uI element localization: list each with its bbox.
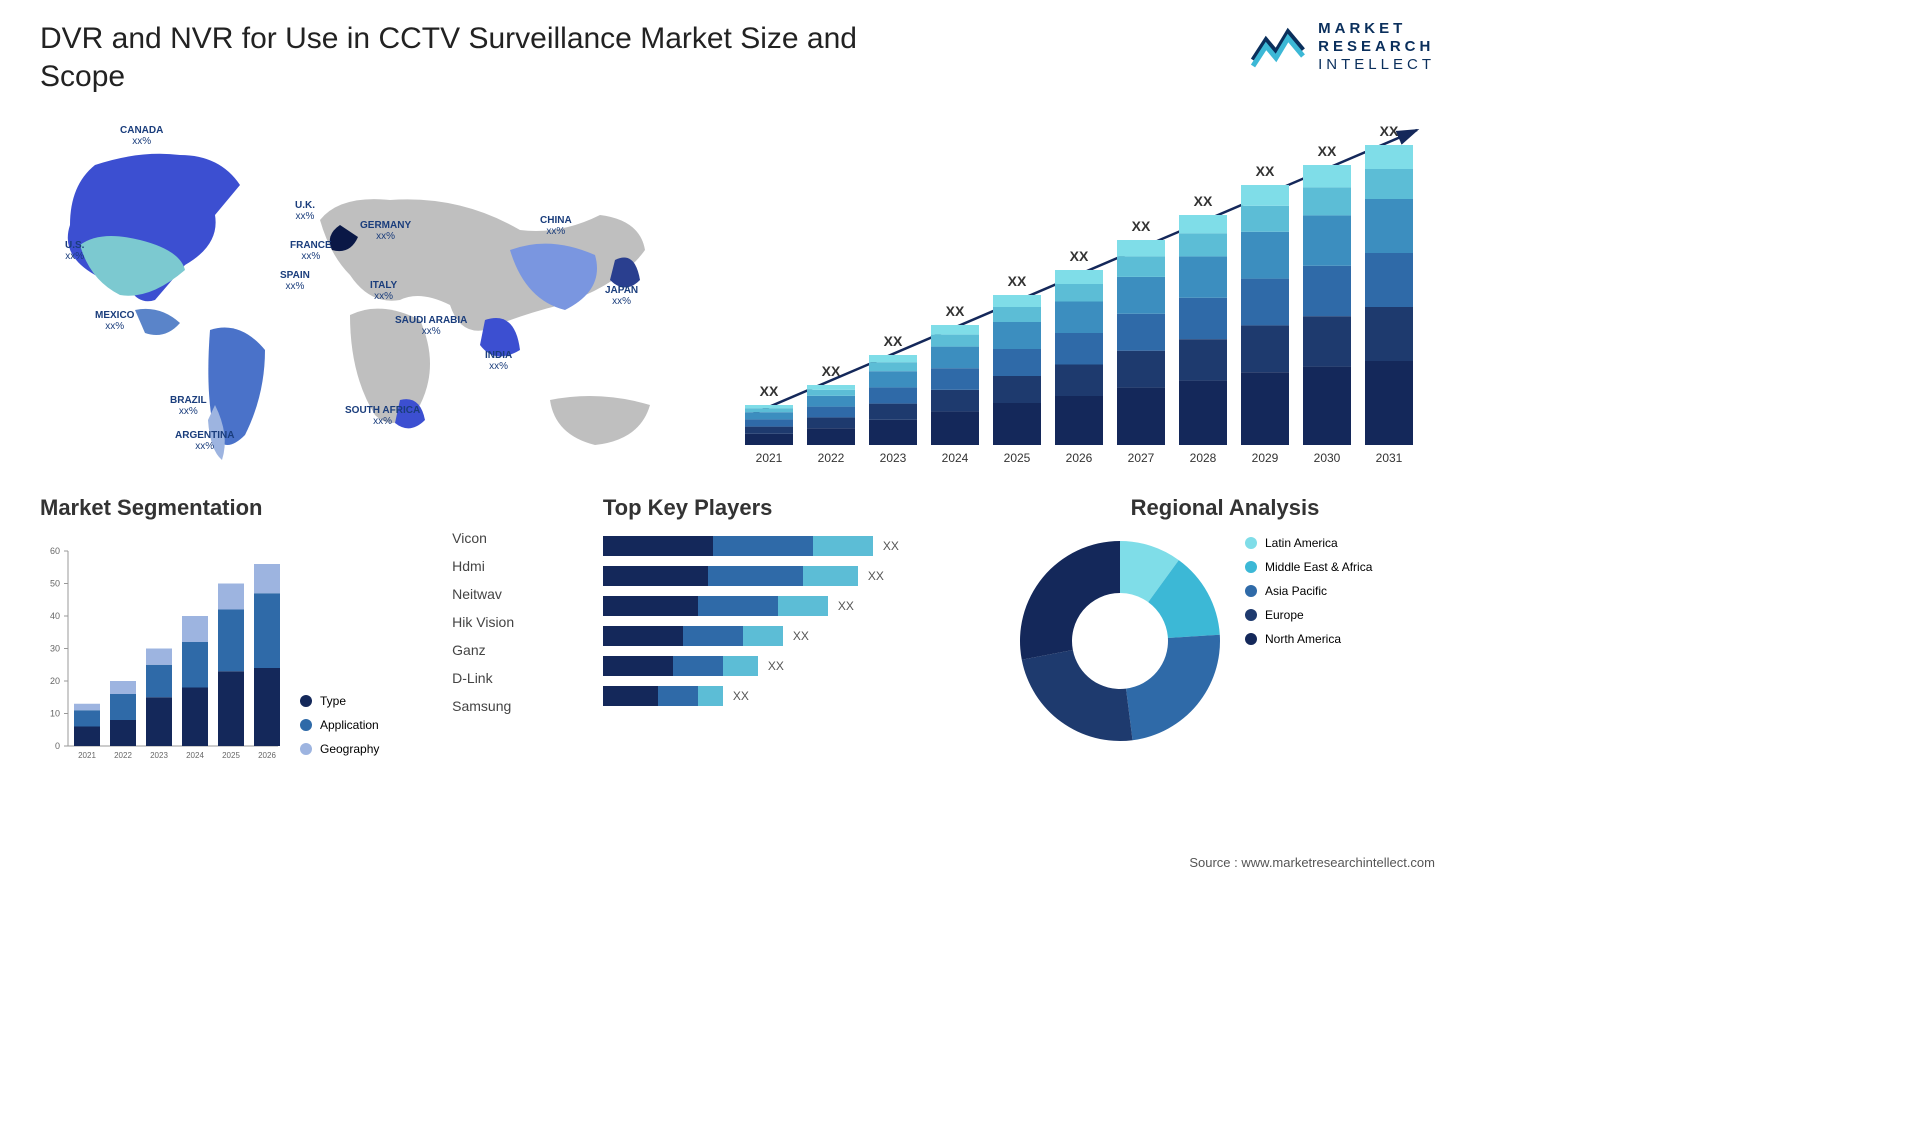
map-label: MEXICOxx% (95, 310, 134, 332)
map-label: SAUDI ARABIAxx% (395, 315, 467, 337)
bar-value-label: XX (806, 363, 856, 379)
svg-text:2025: 2025 (222, 751, 240, 760)
legend-item: Type (300, 694, 379, 708)
map-label: U.K.xx% (295, 200, 315, 222)
bar-year-label: 2027 (1116, 451, 1166, 465)
logo: MARKET RESEARCH INTELLECT (1248, 20, 1435, 74)
bar-value-label: XX (1054, 248, 1104, 264)
map-label: INDIAxx% (485, 350, 512, 372)
bar-year-label: 2029 (1240, 451, 1290, 465)
map-label: ITALYxx% (370, 280, 397, 302)
bar-value-label: XX (1116, 218, 1166, 234)
map-label: ARGENTINAxx% (175, 430, 234, 452)
svg-text:10: 10 (50, 709, 60, 719)
logo-text: MARKET RESEARCH INTELLECT (1318, 20, 1435, 74)
legend-item: Application (300, 718, 379, 732)
legend-item: Geography (300, 742, 379, 756)
bar-value-label: XX (744, 383, 794, 399)
bar-year-label: 2022 (806, 451, 856, 465)
map-label: GERMANYxx% (360, 220, 411, 242)
player-name: Ganz (452, 642, 583, 658)
regional-panel: Regional Analysis Latin America Middle Ea… (1015, 495, 1435, 766)
player-name: Neitwav (452, 586, 583, 602)
svg-text:50: 50 (50, 579, 60, 589)
regional-title: Regional Analysis (1015, 495, 1435, 521)
bar-year-label: 2024 (930, 451, 980, 465)
bar-year-label: 2021 (744, 451, 794, 465)
main-bar-chart: 2021 XX 2022 XX 2023 XX 2024 XX 2025 XX 2026 XX 2027… (735, 105, 1435, 475)
donut-chart (1015, 536, 1225, 746)
svg-text:60: 60 (50, 546, 60, 556)
map-label: U.S.xx% (65, 240, 84, 262)
bar-value-label: XX (992, 273, 1042, 289)
hbar-row: XX (603, 656, 995, 676)
bar-year-label: 2026 (1054, 451, 1104, 465)
svg-text:2024: 2024 (186, 751, 204, 760)
map-label: SPAINxx% (280, 270, 310, 292)
svg-text:2023: 2023 (150, 751, 168, 760)
page-title: DVR and NVR for Use in CCTV Surveillance… (40, 20, 940, 95)
segmentation-title: Market Segmentation (40, 495, 432, 521)
map-label: FRANCExx% (290, 240, 332, 262)
svg-text:2022: 2022 (114, 751, 132, 760)
top-players-title: Top Key Players (603, 495, 995, 521)
top-players-panel: Top Key Players XX XX XX XX XX XX (603, 495, 995, 766)
legend-item: Europe (1245, 608, 1372, 622)
player-name: Samsung (452, 698, 583, 714)
svg-text:0: 0 (55, 741, 60, 751)
bar-value-label: XX (930, 303, 980, 319)
bar-value-label: XX (1302, 143, 1352, 159)
segmentation-panel: Market Segmentation 0 10 20 30 40 50 60 2021 202… (40, 495, 432, 766)
map-label: CHINAxx% (540, 215, 572, 237)
segmentation-legend: Type Application Geography (300, 694, 379, 766)
bar-year-label: 2030 (1302, 451, 1352, 465)
bar-value-label: XX (868, 333, 918, 349)
map-label: JAPANxx% (605, 285, 638, 307)
hbar-row: XX (603, 596, 995, 616)
segmentation-chart: 0 10 20 30 40 50 60 2021 2022 2023 2024 2025 2026 (40, 536, 280, 766)
bar-year-label: 2023 (868, 451, 918, 465)
bar-year-label: 2025 (992, 451, 1042, 465)
svg-text:20: 20 (50, 676, 60, 686)
map-label: BRAZILxx% (170, 395, 207, 417)
player-name: Hik Vision (452, 614, 583, 630)
player-name: D-Link (452, 670, 583, 686)
regional-legend: Latin America Middle East & Africa Asia Pa… (1245, 536, 1372, 746)
legend-item: North America (1245, 632, 1372, 646)
hbar-row: XX (603, 626, 995, 646)
svg-text:30: 30 (50, 644, 60, 654)
svg-text:2026: 2026 (258, 751, 276, 760)
map-label: SOUTH AFRICAxx% (345, 405, 420, 427)
bar-value-label: XX (1240, 163, 1290, 179)
legend-item: Asia Pacific (1245, 584, 1372, 598)
top-players-chart: XX XX XX XX XX XX (603, 536, 995, 706)
player-name: Hdmi (452, 558, 583, 574)
bar-year-label: 2028 (1178, 451, 1228, 465)
world-map: CANADAxx% U.S.xx% MEXICOxx% BRAZILxx% ARGENT… (40, 105, 720, 475)
svg-text:2021: 2021 (78, 751, 96, 760)
hbar-row: XX (603, 566, 995, 586)
bar-value-label: XX (1178, 193, 1228, 209)
hbar-row: XX (603, 536, 995, 556)
legend-item: Middle East & Africa (1245, 560, 1372, 574)
legend-item: Latin America (1245, 536, 1372, 550)
hbar-row: XX (603, 686, 995, 706)
bar-value-label: XX (1364, 123, 1414, 139)
map-label: CANADAxx% (120, 125, 163, 147)
svg-text:40: 40 (50, 611, 60, 621)
source-text: Source : www.marketresearchintellect.com (1189, 855, 1435, 870)
logo-icon (1248, 22, 1308, 72)
bar-year-label: 2031 (1364, 451, 1414, 465)
player-name: Vicon (452, 530, 583, 546)
players-list: Vicon Hdmi Neitwav Hik Vision Ganz D-Link Sams… (452, 495, 583, 766)
